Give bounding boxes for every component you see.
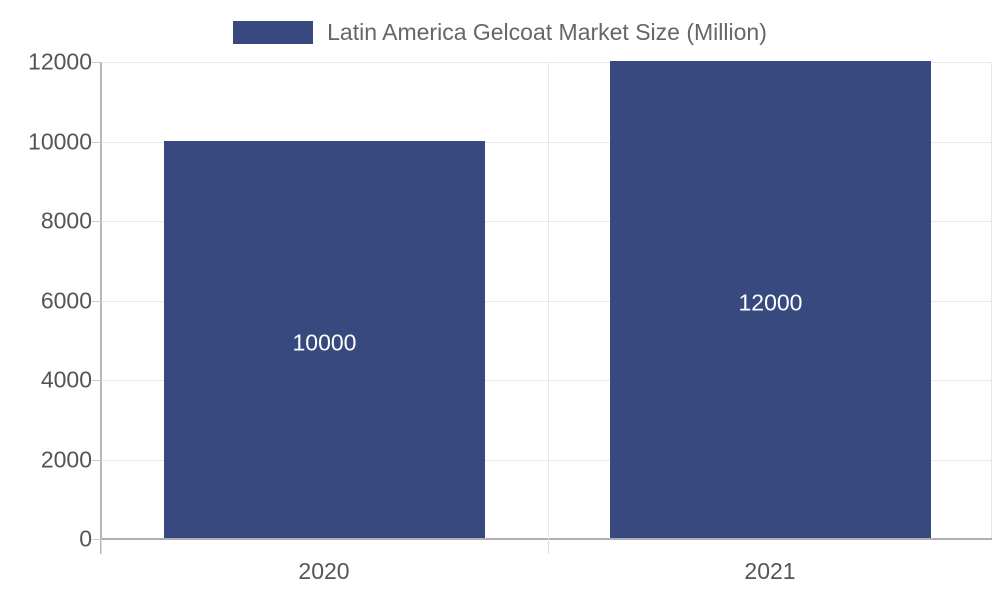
chart-legend: Latin America Gelcoat Market Size (Milli…: [0, 10, 1000, 54]
bar-value-label-2020: 10000: [292, 329, 357, 356]
y-tick-mark-10000: [92, 141, 100, 143]
bar-2021[interactable]: [610, 61, 931, 538]
y-tick-mark-6000: [92, 300, 100, 302]
y-tick-mark-0: [92, 539, 100, 540]
plot-area: 10000 12000: [101, 61, 992, 540]
bar-2020[interactable]: [164, 140, 485, 538]
y-axis-line: [100, 62, 102, 554]
legend-item-latin-america-gelcoat[interactable]: Latin America Gelcoat Market Size (Milli…: [233, 18, 767, 45]
gridline-2000: [101, 459, 992, 461]
x-tick-mark-middle: [548, 539, 549, 554]
x-tick-mark-left: [101, 539, 102, 554]
gridline-4000: [101, 380, 992, 381]
vertical-gridline-category-boundary: [548, 62, 549, 539]
y-tick-label-0: 0: [79, 525, 92, 552]
bar-value-label-2021: 12000: [738, 289, 803, 316]
x-tick-label-2021: 2021: [744, 558, 796, 584]
y-tick-label-6000: 6000: [40, 287, 92, 313]
y-tick-mark-8000: [92, 221, 100, 222]
gridline-12000: [101, 62, 992, 63]
y-axis-tick-labels: 12000 10000 8000 6000 4000 2000 0: [0, 0, 100, 600]
gridline-baseline-0: [101, 538, 992, 540]
y-tick-label-10000: 10000: [28, 128, 92, 154]
gridline-6000: [101, 300, 992, 302]
y-tick-label-2000: 2000: [40, 446, 92, 472]
y-tick-label-12000: 12000: [28, 48, 92, 75]
gridline-8000: [101, 221, 992, 222]
y-tick-mark-12000: [92, 62, 100, 63]
gridline-10000: [101, 141, 992, 143]
legend-item-label: Latin America Gelcoat Market Size (Milli…: [327, 18, 767, 45]
y-tick-mark-2000: [92, 459, 100, 461]
y-tick-label-8000: 8000: [40, 207, 92, 234]
legend-swatch-icon: [233, 20, 314, 44]
y-tick-mark-4000: [92, 380, 100, 381]
y-tick-label-4000: 4000: [40, 366, 92, 393]
x-tick-label-2020: 2020: [298, 558, 350, 584]
